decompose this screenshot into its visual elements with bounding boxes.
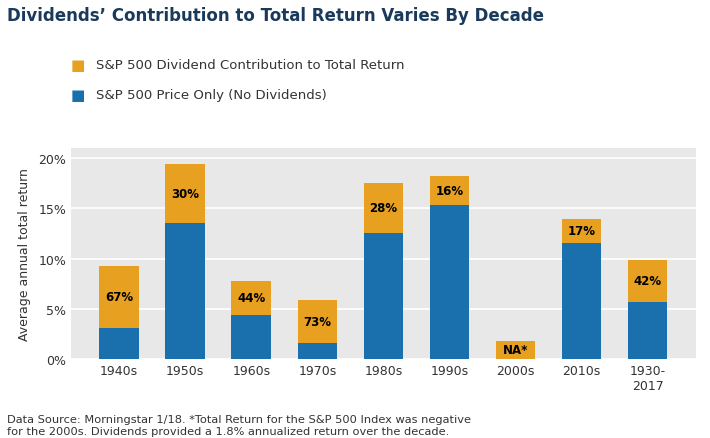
Bar <box>364 233 403 359</box>
Bar <box>99 266 139 328</box>
Bar <box>562 219 601 243</box>
Bar <box>297 300 337 343</box>
Text: 17%: 17% <box>567 225 596 237</box>
Bar <box>430 206 469 359</box>
Text: 16%: 16% <box>435 185 464 198</box>
Text: 42%: 42% <box>633 275 662 288</box>
Bar <box>430 177 469 206</box>
Bar <box>628 260 667 302</box>
Bar <box>496 341 535 359</box>
Bar <box>165 165 205 223</box>
Bar <box>364 184 403 233</box>
Text: S&P 500 Dividend Contribution to Total Return: S&P 500 Dividend Contribution to Total R… <box>96 59 405 72</box>
Text: 28%: 28% <box>369 202 398 215</box>
Bar <box>628 302 667 359</box>
Text: Dividends’ Contribution to Total Return Varies By Decade: Dividends’ Contribution to Total Return … <box>7 7 544 25</box>
Bar <box>297 343 337 359</box>
Bar <box>99 328 139 359</box>
Text: 67%: 67% <box>105 290 133 304</box>
Bar <box>231 315 271 359</box>
Text: Data Source: Morningstar 1/18. *Total Return for the S&P 500 Index was negative
: Data Source: Morningstar 1/18. *Total Re… <box>7 414 471 436</box>
Text: 30%: 30% <box>171 187 200 201</box>
Y-axis label: Average annual total return: Average annual total return <box>18 168 31 340</box>
Text: ■: ■ <box>71 58 85 73</box>
Bar <box>231 281 271 315</box>
Text: ■: ■ <box>71 88 85 102</box>
Bar <box>562 243 601 359</box>
Text: S&P 500 Price Only (No Dividends): S&P 500 Price Only (No Dividends) <box>96 88 327 102</box>
Text: NA*: NA* <box>503 344 528 357</box>
Text: 73%: 73% <box>303 315 332 328</box>
Text: 44%: 44% <box>237 292 266 304</box>
Bar <box>165 223 205 359</box>
